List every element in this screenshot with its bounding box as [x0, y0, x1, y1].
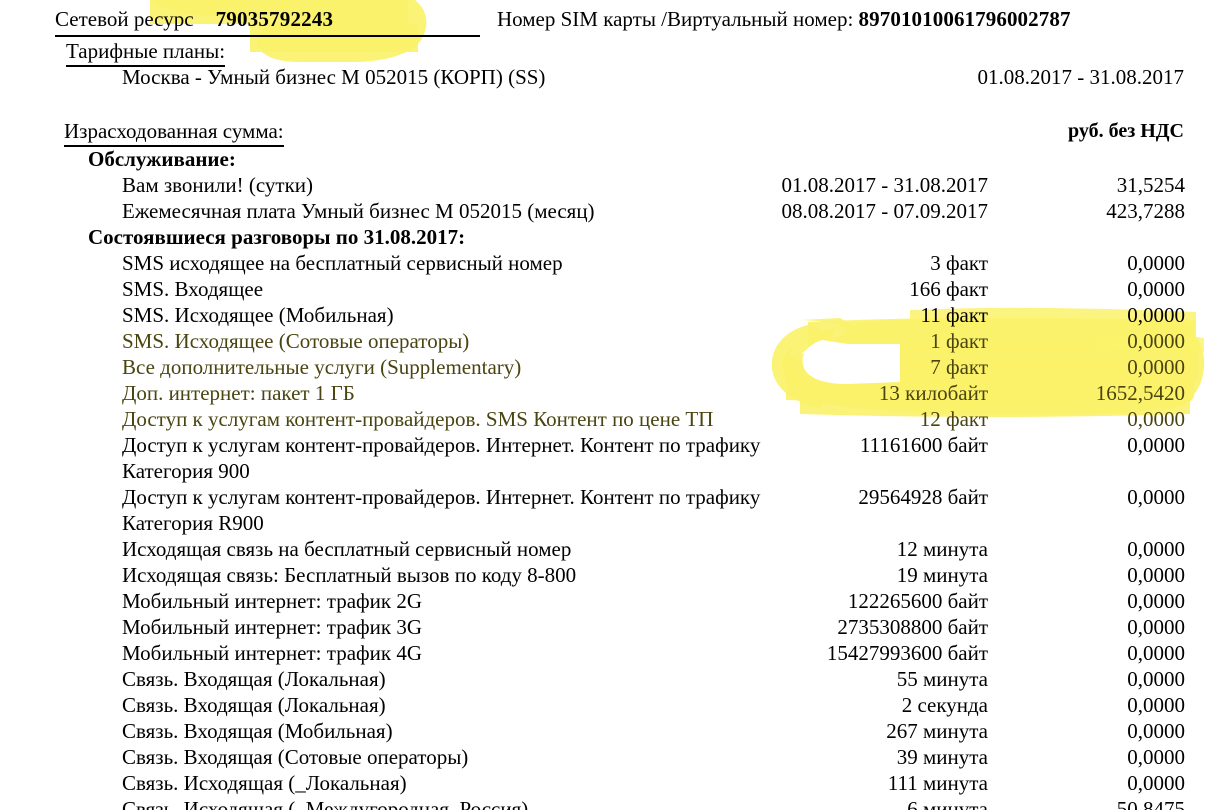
row-quantity: 267 минута — [886, 719, 988, 743]
currency-unit-label: руб. без НДС — [1067, 120, 1184, 142]
row-quantity: 55 минута — [896, 667, 988, 691]
row-quantity: 19 минута — [896, 563, 988, 587]
row-amount: 0,0000 — [1127, 303, 1185, 327]
row-quantity: 15427993600 байт — [826, 641, 988, 665]
row-description: Связь. Исходящая (_Локальная) — [122, 771, 407, 795]
row-quantity: 29564928 байт — [858, 485, 988, 509]
network-resource-underline — [55, 35, 480, 37]
row-amount: 0,0000 — [1127, 667, 1185, 691]
row-description: Исходящая связь на бесплатный сервисный … — [122, 537, 572, 561]
row-amount: 0,0000 — [1127, 693, 1185, 717]
section-heading-service: Обслуживание: — [88, 147, 236, 171]
row-quantity: 01.08.2017 - 31.08.2017 — [781, 173, 989, 197]
row-amount: 0,0000 — [1127, 251, 1185, 275]
row-quantity: 6 минута — [907, 797, 988, 810]
row-description: Связь. Входящая (Локальная) — [122, 667, 386, 691]
row-description: Ежемесячная плата Умный бизнес М 052015 … — [122, 199, 595, 223]
row-description: Связь. Входящая (Мобильная) — [122, 719, 393, 743]
row-description: Доступ к услугам контент-провайдеров. Ин… — [122, 485, 761, 535]
row-description: Доступ к услугам контент-провайдеров. SM… — [122, 407, 714, 431]
row-description: Исходящая связь: Бесплатный вызов по код… — [122, 563, 577, 587]
row-amount: 0,0000 — [1127, 407, 1185, 431]
row-amount: 0,0000 — [1127, 485, 1185, 509]
row-amount: 50,8475 — [1116, 797, 1185, 810]
spent-amount-heading: Израсходованная сумма: — [64, 118, 284, 147]
row-quantity: 39 минута — [896, 745, 988, 769]
row-description: Мобильный интернет: трафик 2G — [122, 589, 422, 613]
row-quantity: 11 факт — [920, 303, 988, 327]
row-quantity: 11161600 байт — [859, 433, 988, 457]
tariff-plan-name: Москва - Умный бизнес М 052015 (КОРП) (S… — [122, 65, 546, 89]
row-amount: 0,0000 — [1127, 355, 1185, 379]
row-amount: 0,0000 — [1127, 771, 1185, 795]
row-description: Мобильный интернет: трафик 3G — [122, 615, 422, 639]
row-amount: 0,0000 — [1127, 277, 1185, 301]
row-description: SMS исходящее на бесплатный сервисный но… — [122, 251, 563, 275]
row-amount: 0,0000 — [1127, 589, 1185, 613]
section-heading-calls: Состоявшиеся разговоры по 31.08.2017: — [88, 225, 466, 249]
row-quantity: 12 факт — [919, 407, 988, 431]
row-quantity: 2735308800 байт — [837, 615, 988, 639]
sim-number-label: Номер SIM карты /Виртуальный номер: — [497, 7, 854, 31]
row-amount: 0,0000 — [1127, 641, 1185, 665]
row-quantity: 166 факт — [909, 277, 988, 301]
row-quantity: 08.08.2017 - 07.09.2017 — [781, 199, 989, 223]
row-description: SMS. Входящее — [122, 277, 264, 301]
row-description: Все дополнительные услуги (Supplementary… — [122, 355, 522, 379]
row-quantity: 111 минута — [887, 771, 988, 795]
row-description: Связь. Входящая (Локальная) — [122, 693, 386, 717]
tariff-plan-period: 01.08.2017 - 31.08.2017 — [977, 65, 1185, 89]
row-quantity: 1 факт — [930, 329, 988, 353]
row-quantity: 3 факт — [930, 251, 988, 275]
row-description: Мобильный интернет: трафик 4G — [122, 641, 422, 665]
row-amount: 0,0000 — [1127, 433, 1185, 457]
row-amount: 1652,5420 — [1095, 381, 1185, 405]
row-description: Доступ к услугам контент-провайдеров. Ин… — [122, 433, 761, 483]
row-description: Доп. интернет: пакет 1 ГБ — [122, 381, 355, 405]
network-resource-field: Сетевой ресурс 79035792243 — [55, 6, 333, 32]
row-amount: 0,0000 — [1127, 615, 1185, 639]
network-resource-value: 79035792243 — [215, 7, 334, 31]
sim-number-field: Номер SIM карты /Виртуальный номер: 8970… — [497, 6, 1071, 32]
row-amount: 0,0000 — [1127, 329, 1185, 353]
row-quantity: 13 килобайт — [878, 381, 988, 405]
row-description: SMS. Исходящее (Сотовые операторы) — [122, 329, 470, 353]
tariff-plans-heading: Тарифные планы: — [66, 38, 226, 67]
row-quantity: 122265600 байт — [847, 589, 988, 613]
row-quantity: 12 минута — [896, 537, 988, 561]
row-amount: 423,7288 — [1106, 199, 1185, 223]
row-amount: 31,5254 — [1116, 173, 1185, 197]
row-quantity: 7 факт — [930, 355, 988, 379]
row-description: Вам звонили! (сутки) — [122, 173, 314, 197]
row-description: SMS. Исходящее (Мобильная) — [122, 303, 394, 327]
network-resource-label: Сетевой ресурс — [55, 7, 194, 31]
sim-number-value: 89701010061796002787 — [858, 7, 1071, 31]
row-description: Связь. Входящая (Сотовые операторы) — [122, 745, 469, 769]
row-amount: 0,0000 — [1127, 745, 1185, 769]
row-amount: 0,0000 — [1127, 563, 1185, 587]
row-amount: 0,0000 — [1127, 537, 1185, 561]
row-description: Связь. Исходящая (_Междугородная_Россия) — [122, 797, 529, 810]
row-quantity: 2 секунда — [901, 693, 988, 717]
row-amount: 0,0000 — [1127, 719, 1185, 743]
